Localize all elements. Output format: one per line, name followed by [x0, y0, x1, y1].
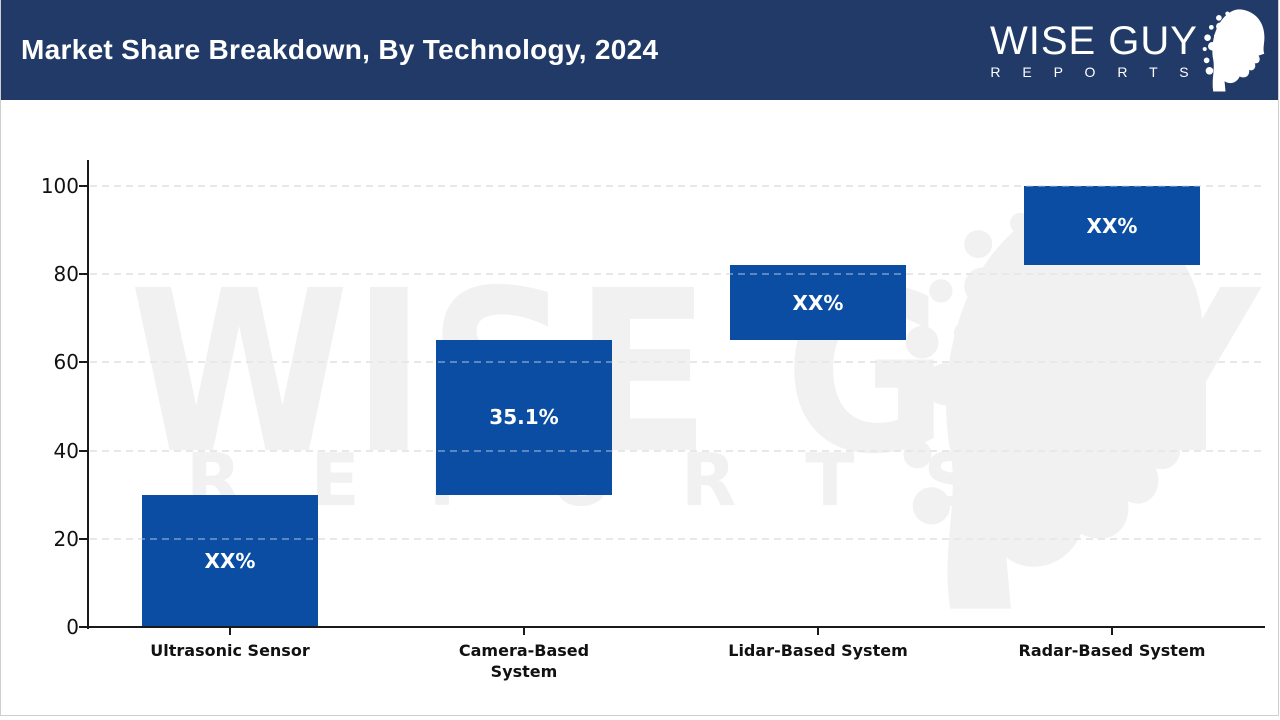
y-gridline: [90, 537, 1263, 540]
page-title: Market Share Breakdown, By Technology, 2…: [21, 34, 659, 65]
y-gridline: [90, 185, 1263, 187]
y-gridline: [90, 449, 1263, 452]
logo-sub-text: R E P O R T S: [990, 64, 1198, 80]
x-tick-mark: [1111, 627, 1113, 635]
y-tick-label: 0: [66, 615, 79, 639]
x-axis-label: Camera-Based: [458, 641, 590, 660]
y-gridline: [90, 273, 1263, 276]
bar-value-label: 35.1%: [489, 405, 559, 430]
x-tick-mark: [229, 627, 231, 635]
x-axis-label: Lidar-Based System: [728, 641, 908, 660]
y-tick-label: 80: [53, 262, 79, 287]
x-tick-mark: [817, 627, 819, 635]
x-axis-label: Radar-Based System: [1018, 641, 1206, 660]
logo-brand-text: WISE GUY: [989, 19, 1198, 63]
x-axis-spine: [87, 626, 1265, 628]
y-gridline: [90, 361, 1263, 364]
y-tick-label: 100: [40, 174, 79, 198]
bar-segment: XX%: [142, 494, 318, 627]
y-tick-mark: [79, 361, 88, 364]
y-tick-mark: [79, 626, 88, 628]
bar-value-label: XX%: [204, 548, 256, 573]
x-axis-label: Ultrasonic Sensor: [150, 641, 310, 660]
bar-segment: XX%: [730, 265, 906, 340]
y-tick-label: 60: [53, 350, 79, 375]
y-tick-label: 40: [53, 438, 79, 463]
y-axis-spine: [87, 160, 89, 629]
bar-segment: XX%: [1024, 186, 1200, 266]
y-tick-mark: [79, 449, 88, 452]
bar-segment: 35.1%: [436, 339, 612, 495]
y-tick-mark: [79, 537, 88, 540]
y-gridline: [90, 361, 1263, 364]
x-tick-mark: [523, 627, 525, 635]
y-gridline: [90, 449, 1263, 452]
header: Market Share Breakdown, By Technology, 2…: [1, 0, 1278, 100]
brand-logo: WISE GUY R E P O R T S: [990, 4, 1268, 96]
logo-head-icon: [1202, 9, 1265, 92]
y-tick-mark: [79, 185, 88, 187]
bar-value-label: XX%: [1086, 213, 1138, 238]
y-gridline: [90, 185, 1263, 187]
y-tick-mark: [79, 273, 88, 276]
y-gridline: [90, 537, 1263, 540]
logo-text-column: WISE GUY R E P O R T S: [990, 20, 1198, 80]
x-axis-label: System: [490, 662, 558, 681]
y-gridline: [90, 273, 1263, 276]
y-tick-label: 20: [53, 526, 79, 551]
bar-value-label: XX%: [792, 290, 844, 315]
